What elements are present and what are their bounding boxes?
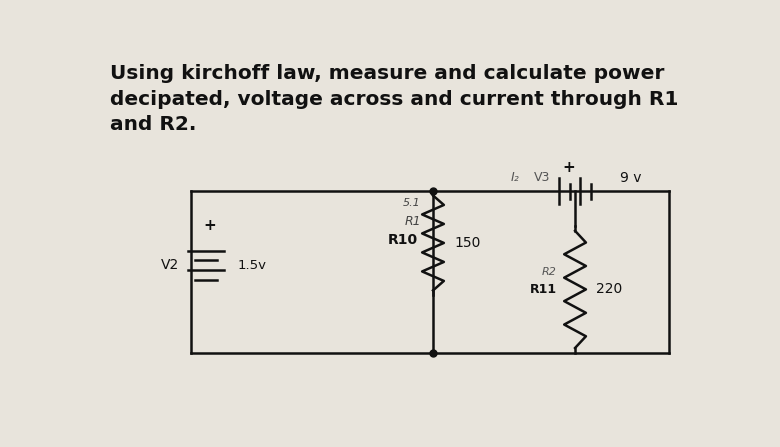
Text: 1.5v: 1.5v (237, 259, 266, 272)
Text: Using kirchoff law, measure and calculate power
decipated, voltage across and cu: Using kirchoff law, measure and calculat… (109, 64, 678, 135)
Text: 5.1: 5.1 (403, 198, 421, 208)
Text: 150: 150 (454, 236, 480, 250)
Text: R2: R2 (542, 267, 557, 277)
Text: R10: R10 (388, 232, 418, 246)
Text: 220: 220 (596, 283, 622, 296)
Text: I₂: I₂ (510, 171, 519, 184)
Text: V2: V2 (161, 258, 179, 272)
Text: R11: R11 (530, 283, 557, 296)
Text: V3: V3 (534, 171, 550, 184)
Text: R1: R1 (404, 215, 421, 228)
Text: +: + (562, 160, 576, 175)
Text: 9 v: 9 v (620, 171, 642, 185)
Text: +: + (203, 218, 216, 233)
